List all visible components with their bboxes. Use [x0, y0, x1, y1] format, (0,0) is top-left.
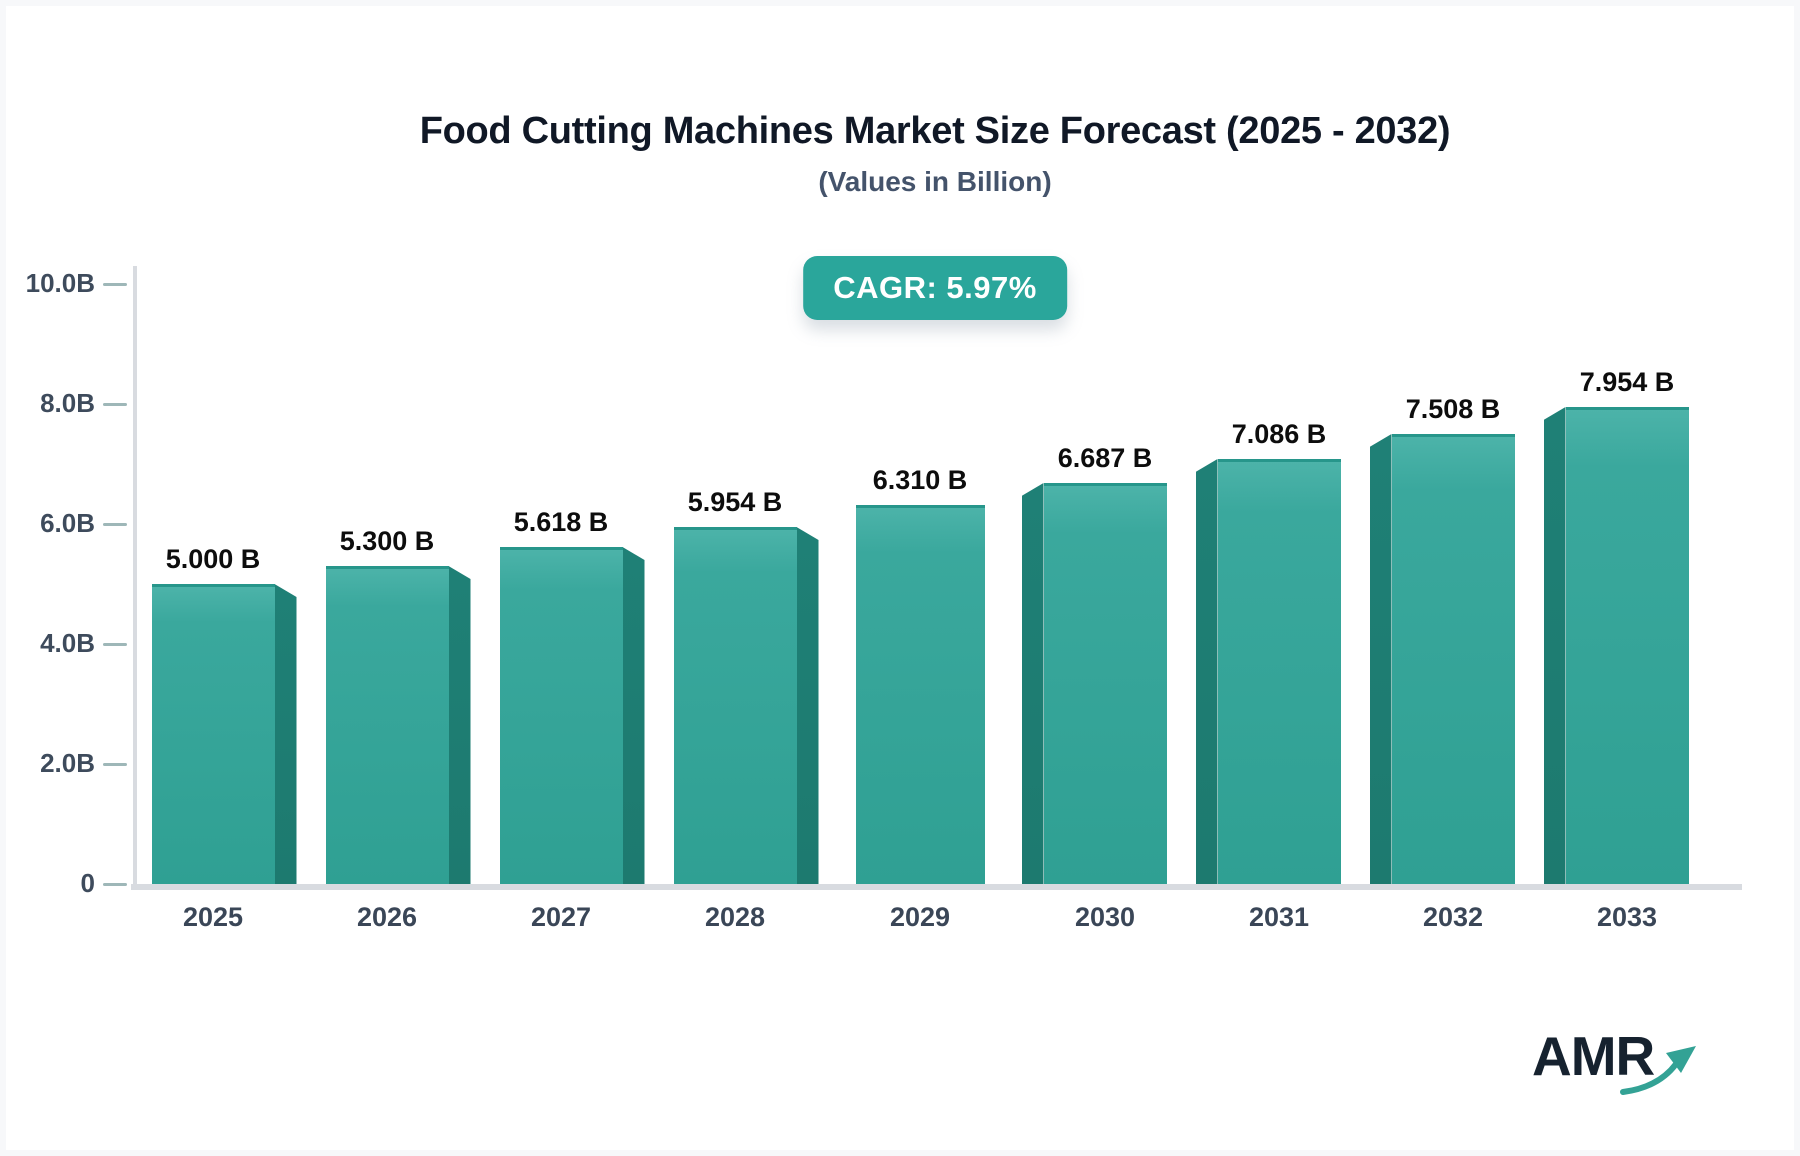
y-tick-dash — [103, 883, 127, 886]
bar-2032 — [1391, 434, 1515, 884]
x-axis-line — [131, 884, 1742, 890]
bar-2031 — [1217, 459, 1341, 884]
bar-side-2032 — [1369, 434, 1392, 884]
bar-value-label-2033: 7.954 B — [1579, 367, 1675, 397]
amr-logo-text: AMR — [1532, 1025, 1655, 1087]
bar-2025 — [151, 584, 275, 884]
bar-value-label-2030: 6.687 B — [1057, 443, 1153, 473]
chart-title: Food Cutting Machines Market Size Foreca… — [419, 110, 1451, 152]
y-tick-label-4.0B: 4.0B — [40, 628, 95, 658]
bar-2033 — [1565, 407, 1689, 884]
y-tick-label-10.0B: 10.0B — [25, 268, 95, 298]
bar-value-label-2029: 6.310 B — [872, 465, 968, 495]
x-tick-label-2026: 2026 — [356, 902, 418, 932]
bar-2029 — [855, 505, 985, 884]
bar-value-label-2032: 7.508 B — [1405, 394, 1501, 424]
y-tick-dash — [103, 403, 127, 406]
y-tick-dash — [103, 643, 127, 646]
x-tick-label-2030: 2030 — [1074, 902, 1136, 932]
bar-value-label-2027: 5.618 B — [513, 507, 609, 537]
x-tick-label-2029: 2029 — [889, 902, 951, 932]
amr-logo: AMR — [1532, 1025, 1762, 1118]
bar-side-2033 — [1543, 407, 1566, 884]
logo-arrow-icon — [1620, 1046, 1696, 1095]
bar-value-label-2031: 7.086 B — [1231, 419, 1327, 449]
y-tick-label-6.0B: 6.0B — [40, 508, 95, 538]
y-tick-dash — [103, 283, 127, 286]
y-axis-line — [133, 266, 137, 890]
y-tick-label-2.0B: 2.0B — [40, 748, 95, 778]
chart-subtitle: (Values in Billion) — [818, 166, 1052, 197]
x-tick-label-2025: 2025 — [182, 902, 244, 932]
y-tick-dash — [103, 523, 127, 526]
x-tick-label-2032: 2032 — [1422, 902, 1484, 932]
bar-value-label-2028: 5.954 B — [687, 487, 783, 517]
y-tick-dash — [103, 763, 127, 766]
x-tick-label-2028: 2028 — [704, 902, 766, 932]
cagr-badge: CAGR: 5.97% — [803, 256, 1067, 320]
bar-2028 — [673, 527, 797, 884]
bar-side-2030 — [1021, 483, 1044, 884]
bar-side-2025 — [274, 584, 297, 884]
x-tick-label-2033: 2033 — [1596, 902, 1658, 932]
x-tick-label-2031: 2031 — [1248, 902, 1310, 932]
bar-side-2028 — [796, 527, 819, 884]
bar-side-2026 — [448, 566, 471, 884]
bar-2030 — [1043, 483, 1167, 884]
y-tick-label-0: 0 — [80, 868, 95, 898]
bar-value-label-2025: 5.000 B — [165, 544, 261, 574]
bar-2027 — [499, 547, 623, 884]
x-tick-label-2027: 2027 — [530, 902, 592, 932]
bar-2026 — [325, 566, 449, 884]
bar-side-2031 — [1195, 459, 1218, 884]
bar-side-2027 — [622, 547, 645, 884]
y-tick-label-8.0B: 8.0B — [40, 388, 95, 418]
bar-value-label-2026: 5.300 B — [339, 526, 435, 556]
